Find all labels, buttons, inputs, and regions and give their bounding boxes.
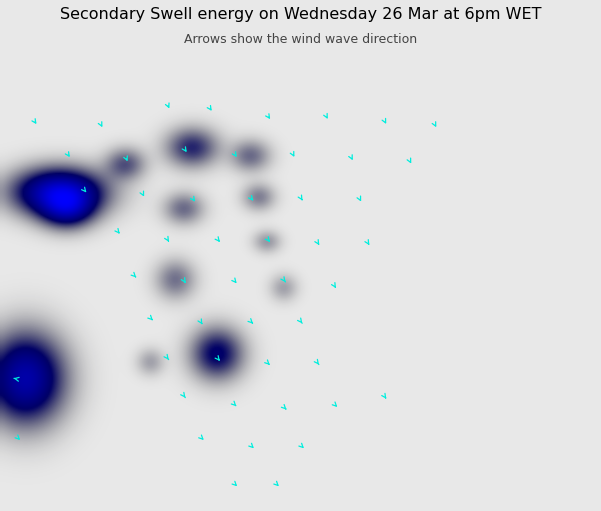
Text: Arrows show the wind wave direction: Arrows show the wind wave direction [184,33,417,47]
Text: Secondary Swell energy on Wednesday 26 Mar at 6pm WET: Secondary Swell energy on Wednesday 26 M… [59,7,542,22]
